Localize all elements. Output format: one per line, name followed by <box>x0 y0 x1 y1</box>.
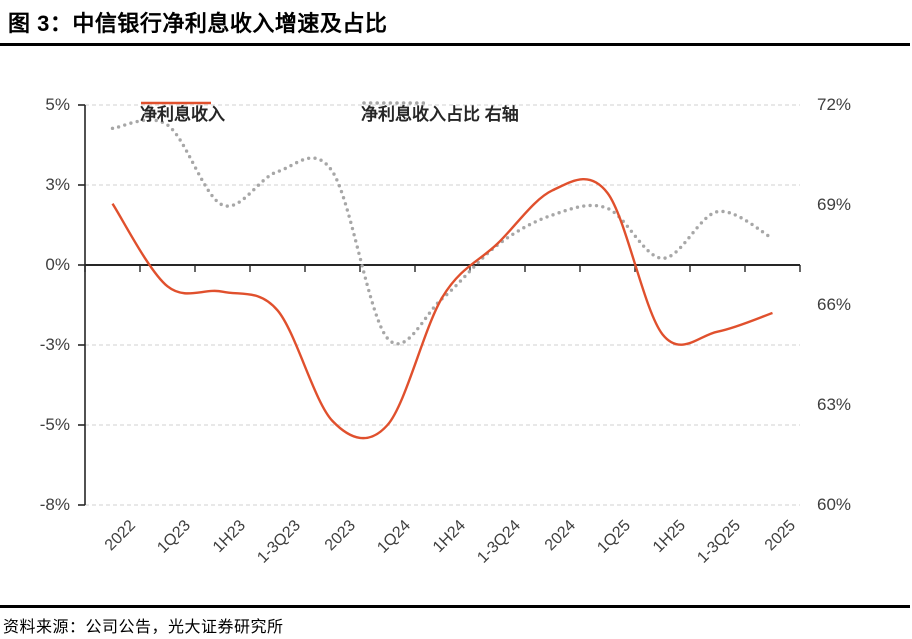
left-axis-tick-label: -5% <box>39 415 70 434</box>
chart-canvas <box>78 104 801 506</box>
left-axis-tick-label: -8% <box>39 495 70 514</box>
legend-dotted-line-swatch <box>362 101 425 105</box>
title-rule <box>0 43 910 46</box>
left-axis-tick-label: 0% <box>45 255 70 274</box>
nii-share-dotted-line <box>110 118 775 346</box>
figure-title: 图 3：中信银行净利息收入增速及占比 <box>8 11 388 36</box>
legend-solid-line-swatch <box>141 101 211 105</box>
legend-item-nii-share: 净利息收入占比 右轴 <box>361 99 519 125</box>
left-axis-tick-label: 3% <box>45 175 70 194</box>
left-axis-tick-label: -3% <box>39 335 70 354</box>
left-axis-tick-label: 5% <box>45 95 70 114</box>
right-axis-tick-label: 66% <box>817 295 852 314</box>
right-axis-tick-label: 69% <box>817 195 852 214</box>
right-axis-tick-label: 63% <box>817 395 852 414</box>
legend-label: 净利息收入占比 右轴 <box>361 104 519 124</box>
right-axis-tick-label: 60% <box>817 495 852 514</box>
legend-label: 净利息收入 <box>140 104 225 124</box>
net-interest-income-line <box>111 178 773 440</box>
chart-area: 净利息收入 净利息收入占比 右轴 5% 3% 0% -3% -5% -8% 72% 69% 66… <box>39 95 852 567</box>
footer-rule <box>0 605 910 608</box>
legend-item-net-interest-income: 净利息收入 <box>140 99 225 125</box>
source-note: 资料来源：公司公告，光大证券研究所 <box>3 619 284 636</box>
right-axis-tick-label: 72% <box>817 95 852 114</box>
